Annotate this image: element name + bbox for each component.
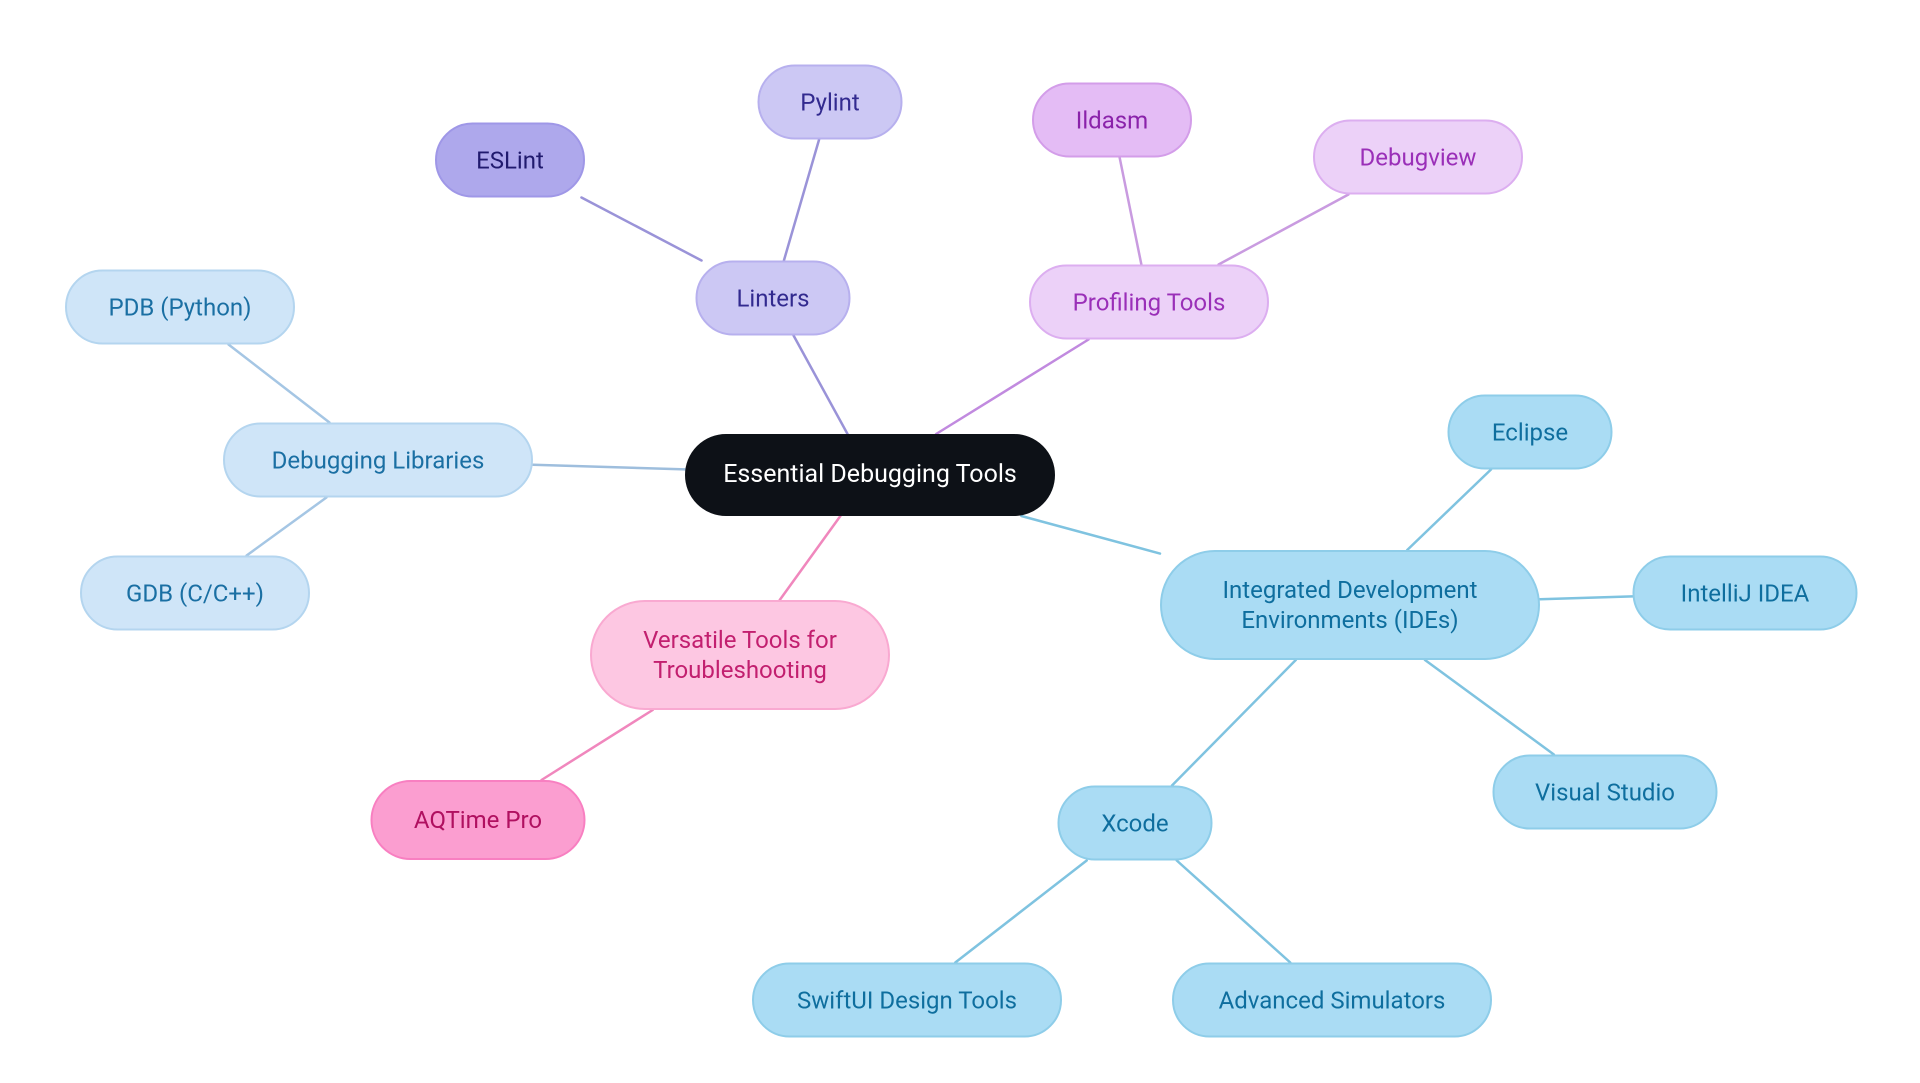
edge [1219,195,1349,265]
node-intellij[interactable]: IntelliJ IDEA [1633,556,1858,631]
edge [936,340,1088,435]
node-label: SwiftUI Design Tools [797,985,1017,1015]
edge [1540,596,1633,599]
node-profiling[interactable]: Profiling Tools [1029,265,1269,340]
edge-layer [0,0,1920,1083]
node-ides[interactable]: Integrated Development Environments (IDE… [1160,550,1540,660]
node-vstudio[interactable]: Visual Studio [1493,755,1718,830]
edge [1425,660,1554,755]
edge [1407,470,1491,551]
node-eslint[interactable]: ESLint [435,123,585,198]
node-debugview[interactable]: Debugview [1313,120,1523,195]
node-eclipse[interactable]: Eclipse [1448,395,1613,470]
node-swiftui[interactable]: SwiftUI Design Tools [752,963,1062,1038]
node-root[interactable]: Essential Debugging Tools [685,434,1055,516]
edge [1172,660,1296,786]
node-label: IntelliJ IDEA [1681,578,1810,608]
node-label: Xcode [1101,808,1168,838]
edge [581,198,701,261]
edge [1021,516,1160,554]
node-label: Pylint [800,87,859,117]
node-ildasm[interactable]: Ildasm [1032,83,1192,158]
edge [229,345,330,423]
edge [533,465,685,470]
mindmap-canvas: Essential Debugging Tools Linters ESLint Py… [0,0,1920,1083]
edge [1177,861,1291,963]
edge [780,516,841,600]
node-simulators[interactable]: Advanced Simulators [1172,963,1492,1038]
edge [955,861,1086,963]
edge [542,710,653,780]
node-label: GDB (C/C++) [126,578,264,608]
node-pylint[interactable]: Pylint [758,65,903,140]
node-label: Essential Debugging Tools [723,459,1017,490]
node-label: Advanced Simulators [1219,985,1446,1015]
edge [247,498,327,556]
node-label: ESLint [476,145,544,175]
edge [784,140,819,261]
node-aqtime[interactable]: AQTime Pro [371,780,586,860]
node-label: PDB (Python) [108,292,251,322]
node-label: Integrated Development Environments (IDE… [1222,575,1477,635]
node-label: Visual Studio [1535,777,1675,807]
node-linters[interactable]: Linters [696,261,851,336]
node-xcode[interactable]: Xcode [1058,786,1213,861]
node-label: Ildasm [1076,105,1148,135]
node-label: Versatile Tools for Troubleshooting [643,625,837,685]
node-pdb[interactable]: PDB (Python) [65,270,295,345]
node-label: Eclipse [1492,417,1568,447]
edge [1120,158,1142,265]
node-gdb[interactable]: GDB (C/C++) [80,556,310,631]
node-label: AQTime Pro [414,805,542,835]
node-label: Linters [736,283,809,313]
node-versatile[interactable]: Versatile Tools for Troubleshooting [590,600,890,710]
node-label: Debugging Libraries [272,445,485,475]
node-label: Profiling Tools [1073,287,1226,317]
edge [794,336,848,435]
node-label: Debugview [1360,142,1477,172]
node-dbglib[interactable]: Debugging Libraries [223,423,533,498]
